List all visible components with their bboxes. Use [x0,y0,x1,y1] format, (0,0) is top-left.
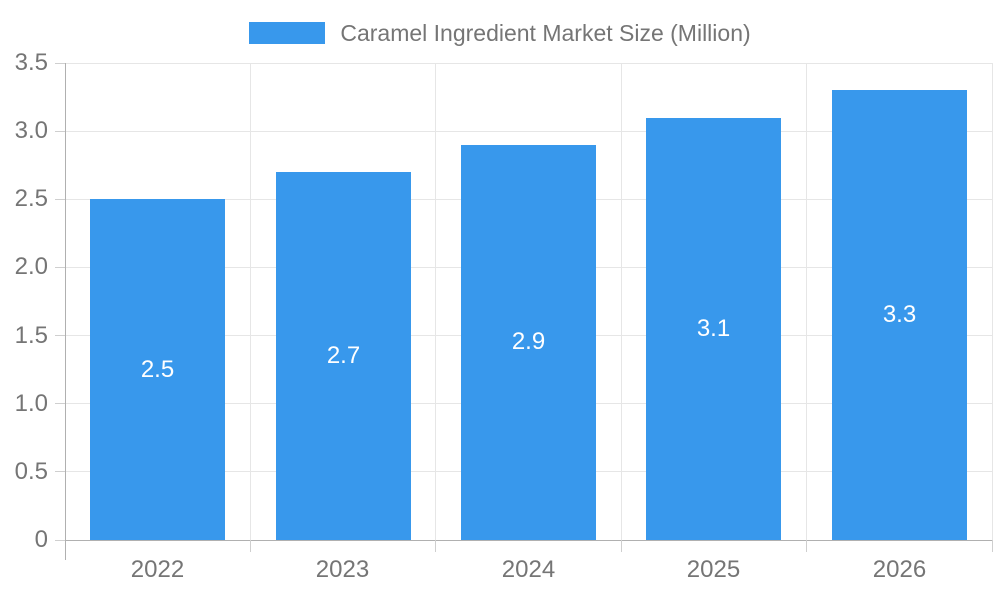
x-tick-label: 2023 [315,556,370,583]
x-gridline [806,63,808,540]
x-axis-line [65,539,992,541]
y-tick [55,335,65,337]
x-gridline [435,63,437,540]
x-tick-label: 2026 [872,556,927,583]
y-axis-line [64,63,66,560]
y-tick-label: 2.5 [14,185,48,213]
y-tick [55,403,65,405]
y-tick [55,62,65,64]
x-gridline [249,63,251,540]
bar[interactable] [646,117,781,540]
bar-value-label: 2.9 [511,328,546,355]
legend-label: Caramel Ingredient Market Size (Million) [340,19,751,46]
bar-value-label: 2.7 [326,342,361,369]
y-tick-label: 1.0 [14,389,48,417]
y-tick [55,198,65,200]
y-tick-label: 3.5 [14,49,48,76]
x-tick-label: 2025 [686,556,741,583]
y-tick [55,130,65,132]
y-tick [55,539,65,541]
x-tick [620,540,622,552]
bar-value-label: 3.1 [696,315,731,342]
y-tick [55,471,65,473]
y-tick-label: 0 [34,526,48,553]
x-tick-label: 2022 [130,556,185,583]
bar[interactable] [461,144,596,540]
y-tick-label: 0.5 [14,457,48,485]
x-gridline [991,63,993,540]
x-tick [435,540,437,552]
y-tick-label: 3.0 [14,117,48,145]
y-tick-label: 1.5 [14,321,48,349]
bar[interactable] [276,172,411,540]
x-tick [991,540,993,552]
legend-item[interactable]: Caramel Ingredient Market Size (Million) [0,13,1000,53]
legend-swatch-icon [249,22,326,44]
x-gridline [620,63,622,540]
x-tick-label: 2024 [501,556,556,583]
y-tick-label: 2.0 [14,253,48,281]
bar-value-label: 3.3 [882,301,917,328]
y-gridline [65,62,992,64]
x-tick [249,540,251,552]
bar[interactable] [90,199,225,540]
y-gridline [65,130,992,132]
bar[interactable] [832,90,967,540]
x-tick [806,540,808,552]
y-tick [55,266,65,268]
bar-value-label: 2.5 [140,356,175,383]
